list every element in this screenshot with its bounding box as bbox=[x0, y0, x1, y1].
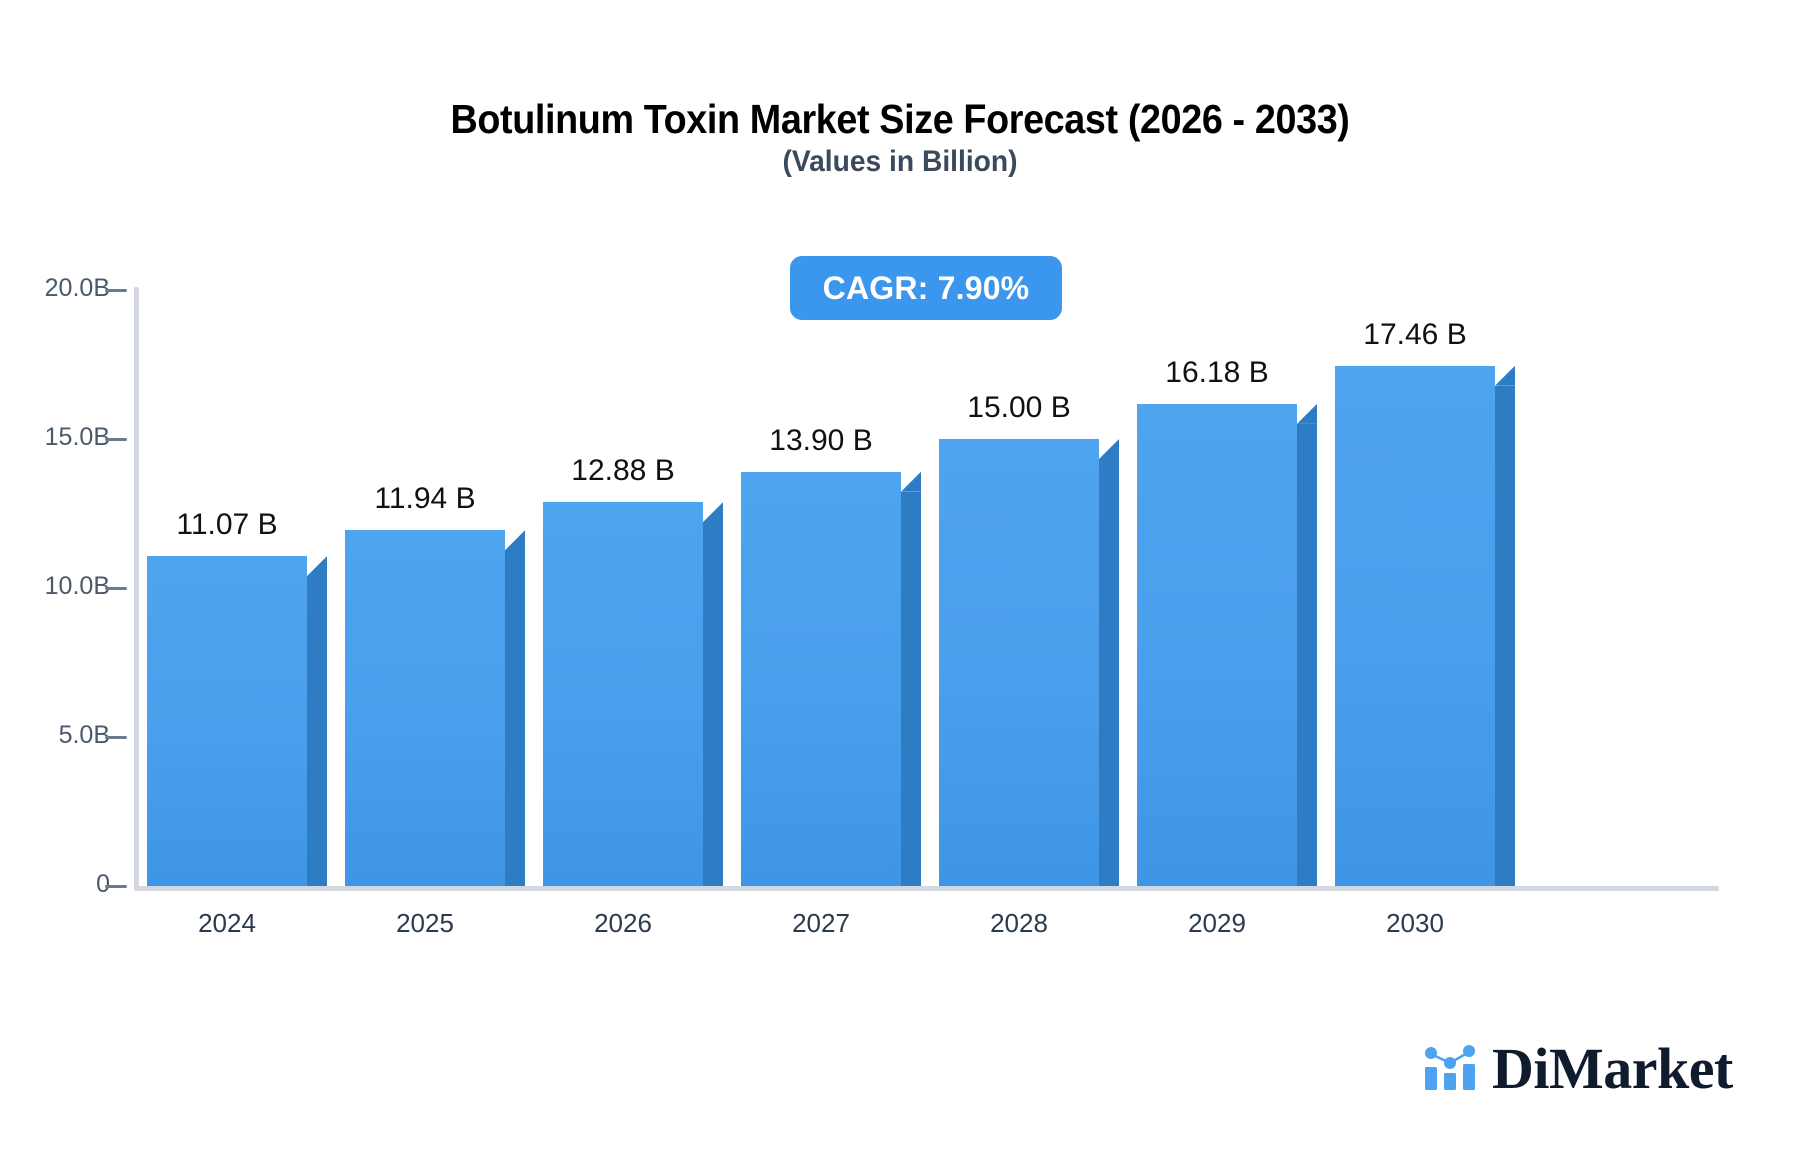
bar[interactable] bbox=[1335, 365, 1515, 886]
x-axis-line bbox=[134, 886, 1719, 891]
cagr-badge: CAGR: 7.90% bbox=[790, 256, 1062, 320]
chart-title: Botulinum Toxin Market Size Forecast (20… bbox=[450, 96, 1350, 142]
y-tick-mark bbox=[105, 438, 127, 441]
bar-chart-icon bbox=[1422, 1042, 1478, 1097]
brand-name: DiMarket bbox=[1492, 1036, 1733, 1101]
bar-front-face bbox=[1335, 365, 1495, 886]
bar-value-label: 13.90 B bbox=[769, 423, 873, 457]
bar-front-face bbox=[741, 471, 901, 886]
y-tick-mark bbox=[105, 587, 127, 590]
y-tick-label: 15.0B bbox=[44, 423, 110, 451]
bar-front-face bbox=[543, 502, 703, 886]
bar[interactable] bbox=[543, 502, 723, 886]
bar-top-face bbox=[505, 530, 525, 551]
bar-side-face bbox=[505, 550, 525, 886]
bar[interactable] bbox=[147, 556, 327, 886]
bar[interactable] bbox=[1137, 403, 1317, 886]
bar[interactable] bbox=[345, 530, 525, 886]
x-tick-label: 2028 bbox=[990, 908, 1048, 938]
bar-front-face bbox=[147, 556, 307, 886]
bar-value-label: 11.07 B bbox=[176, 508, 278, 542]
bar-front-face bbox=[1137, 403, 1297, 886]
y-axis-line bbox=[134, 287, 139, 890]
y-tick-label: 10.0B bbox=[44, 572, 110, 600]
bar-front-face bbox=[939, 439, 1099, 886]
bar-side-face bbox=[307, 576, 327, 886]
bar-top-face bbox=[307, 556, 327, 577]
bar[interactable] bbox=[939, 439, 1119, 886]
y-tick-label: 0 bbox=[96, 870, 110, 898]
bar-top-face bbox=[901, 471, 921, 492]
y-tick-mark bbox=[105, 289, 127, 292]
chart-subtitle: (Values in Billion) bbox=[782, 145, 1018, 178]
x-tick-label: 2027 bbox=[792, 908, 850, 938]
y-tick-label: 5.0B bbox=[58, 721, 110, 749]
bar-side-face bbox=[1495, 385, 1515, 886]
bar-side-face bbox=[1297, 423, 1317, 886]
y-tick-mark bbox=[105, 736, 127, 739]
brand-logo: DiMarket bbox=[1422, 1040, 1733, 1098]
y-tick-mark bbox=[105, 885, 127, 888]
bar-value-label: 15.00 B bbox=[967, 391, 1071, 424]
x-tick-label: 2025 bbox=[396, 908, 454, 938]
x-tick-label: 2026 bbox=[594, 908, 652, 938]
bar-side-face bbox=[1099, 459, 1119, 886]
x-tick-label: 2029 bbox=[1188, 908, 1246, 938]
bar-top-face bbox=[703, 502, 723, 523]
cagr-badge-label: CAGR: 7.90% bbox=[822, 269, 1030, 306]
bar-value-label: 17.46 B bbox=[1363, 317, 1467, 351]
bar-value-label: 11.94 B bbox=[374, 482, 476, 516]
x-tick-label: 2030 bbox=[1386, 908, 1444, 938]
bar-front-face bbox=[345, 530, 505, 886]
bar-value-label: 12.88 B bbox=[571, 454, 675, 488]
bar-value-label: 16.18 B bbox=[1165, 355, 1269, 389]
bar-side-face bbox=[901, 491, 921, 886]
bar-top-face bbox=[1495, 365, 1515, 386]
bar-top-face bbox=[1099, 439, 1119, 459]
bar-top-face bbox=[1297, 403, 1317, 424]
x-tick-label: 2024 bbox=[198, 908, 256, 938]
y-tick-label: 20.0B bbox=[44, 274, 110, 302]
bar[interactable] bbox=[741, 471, 921, 886]
bar-side-face bbox=[703, 522, 723, 886]
